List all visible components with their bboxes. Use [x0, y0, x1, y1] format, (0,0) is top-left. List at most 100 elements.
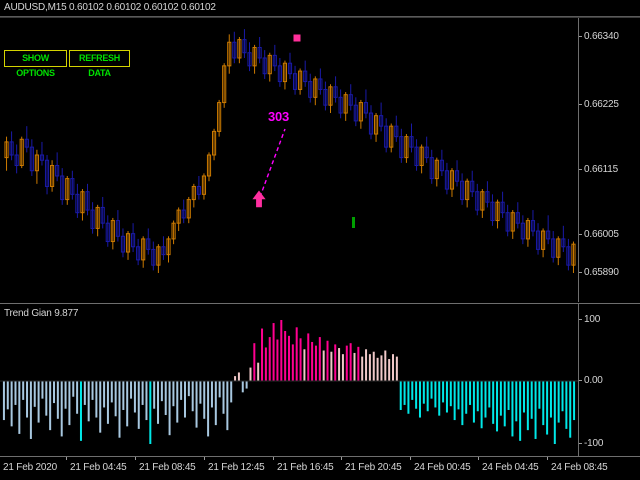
candlestick	[525, 217, 530, 247]
candle-body	[399, 136, 404, 159]
candle-body	[65, 178, 70, 201]
candle-body	[196, 185, 201, 195]
candlestick	[161, 236, 166, 260]
candlestick	[530, 210, 536, 237]
histogram-bar	[241, 381, 244, 393]
histogram-bar	[534, 381, 537, 439]
candlestick	[44, 155, 50, 195]
candlestick	[556, 236, 561, 266]
time-axis: 21 Feb 2020 21 Feb 04:45 21 Feb 08:45 21 Fe…	[0, 456, 640, 480]
histogram-bar	[214, 381, 217, 426]
candle-body	[161, 246, 166, 256]
histogram-bar	[230, 381, 233, 403]
histogram-bar	[157, 381, 160, 424]
candlestick	[541, 228, 546, 258]
candle-body	[394, 125, 399, 138]
candlestick	[500, 191, 505, 218]
candlestick	[257, 37, 262, 64]
candlestick	[14, 144, 19, 174]
histogram-bar	[345, 345, 348, 381]
histogram-bar	[210, 381, 213, 408]
trend-gian-indicator-panel[interactable]: Trend Gian 9.877	[0, 303, 640, 456]
histogram-bar	[465, 381, 468, 414]
candlestick	[313, 76, 318, 106]
price-axis-label: 0.66340	[584, 31, 619, 42]
price-scale-separator	[578, 18, 579, 302]
candlestick	[242, 29, 247, 58]
histogram-bar	[110, 381, 113, 403]
histogram-bar	[164, 381, 167, 416]
histogram-bar	[83, 381, 86, 405]
candlestick	[131, 223, 136, 253]
histogram-bar	[172, 381, 175, 407]
histogram-bar	[49, 381, 52, 431]
candlestick	[34, 149, 39, 184]
candlestick	[510, 210, 515, 239]
histogram-bar	[137, 381, 140, 429]
candlestick	[75, 183, 80, 218]
time-axis-tick	[66, 457, 67, 460]
candlestick	[166, 236, 171, 263]
candlestick	[206, 152, 212, 182]
candle-body	[125, 233, 131, 253]
candle-body	[287, 62, 293, 75]
histogram-bar	[407, 381, 410, 414]
candle-body	[318, 78, 323, 90]
candle-body	[530, 220, 536, 232]
histogram-bar	[106, 381, 109, 424]
candle-body	[485, 191, 490, 203]
candlestick	[24, 126, 29, 153]
candlestick	[551, 231, 556, 263]
candlestick	[39, 141, 45, 166]
histogram-bar	[565, 381, 568, 429]
candle-body	[70, 178, 75, 195]
histogram-bar	[45, 381, 48, 416]
refresh-data-button[interactable]: REFRESH DATA	[69, 50, 130, 78]
histogram-bar	[176, 381, 179, 423]
histogram-bar	[372, 351, 375, 381]
candle-body	[227, 41, 232, 67]
time-axis-label: 24 Feb 04:45	[482, 462, 539, 473]
indicator-axis-tick	[579, 380, 582, 381]
price-axis-tick	[579, 36, 582, 37]
histogram-bar	[264, 347, 267, 381]
histogram-bar	[118, 381, 121, 438]
candle-body	[222, 65, 227, 104]
histogram-bar	[461, 381, 464, 426]
histogram-bar	[392, 354, 395, 381]
candlestick	[125, 231, 131, 260]
histogram-bar	[426, 381, 429, 412]
candlestick	[353, 97, 358, 127]
candlestick	[262, 50, 267, 79]
candlestick	[146, 228, 151, 255]
candlestick	[485, 181, 490, 208]
histogram-bar	[422, 381, 425, 404]
candlestick	[520, 215, 525, 245]
candle-body	[444, 170, 449, 190]
candlestick	[181, 199, 186, 224]
candlestick	[373, 113, 379, 142]
candle-body	[277, 65, 282, 83]
candlestick	[65, 175, 70, 205]
histogram-bar	[430, 381, 433, 399]
histogram-bar	[64, 381, 67, 409]
candlestick	[272, 44, 277, 72]
histogram-bar	[318, 337, 321, 381]
candle-body	[424, 146, 429, 159]
histogram-bar	[299, 338, 302, 381]
histogram-bar	[295, 327, 298, 381]
histogram-bar	[14, 381, 17, 405]
histogram-bar	[380, 355, 383, 381]
candle-body	[429, 157, 434, 180]
candle-body	[110, 220, 115, 243]
histogram-bar	[291, 344, 294, 381]
histogram-bar	[453, 381, 456, 421]
candlestick	[424, 136, 429, 163]
candlestick	[363, 89, 368, 119]
show-options-button[interactable]: SHOW OPTIONS	[4, 50, 67, 78]
candle-body	[434, 159, 439, 180]
candlestick	[120, 228, 126, 258]
candle-body	[556, 238, 561, 258]
histogram-bar	[569, 381, 572, 438]
histogram-bar	[37, 381, 40, 423]
